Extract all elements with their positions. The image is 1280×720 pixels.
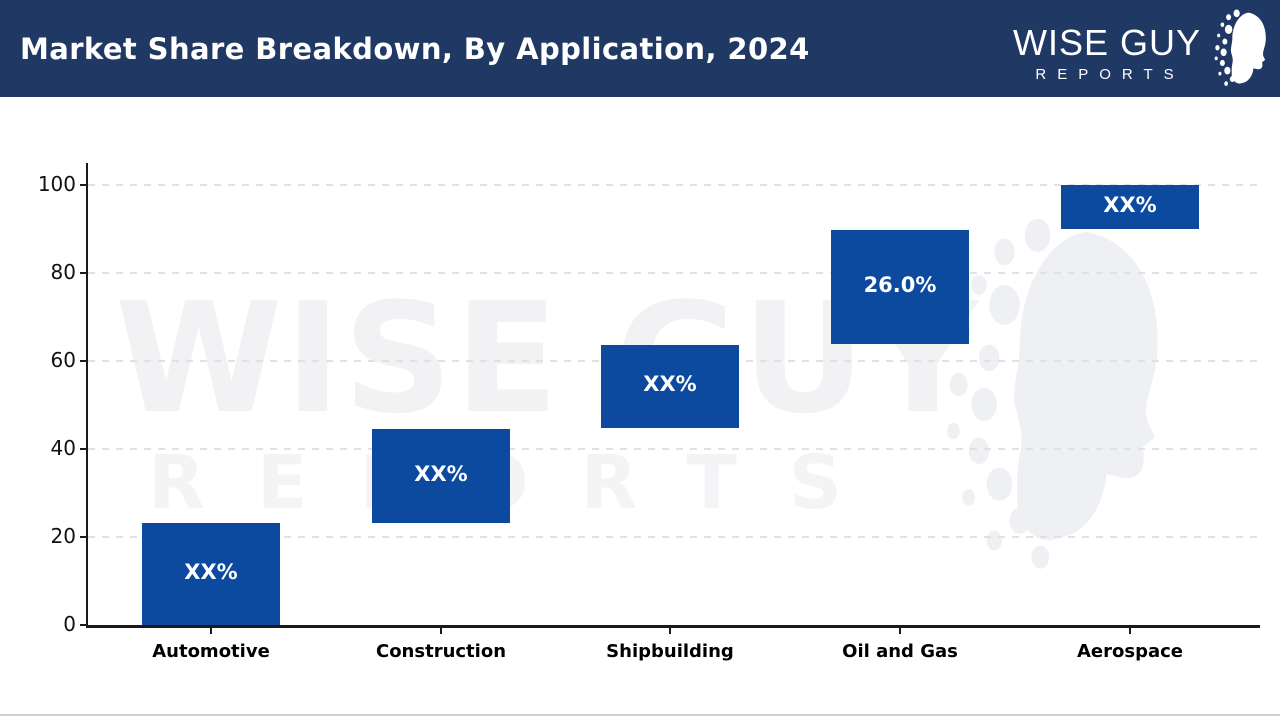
bar-value-label: 26.0% (863, 272, 937, 297)
y-tick-label-60: 60 (50, 348, 76, 372)
gridline-40 (88, 448, 1260, 450)
x-tick-label-3: Oil and Gas (842, 641, 958, 662)
gridline-100 (88, 184, 1260, 186)
x-tick-label-0: Automotive (152, 641, 270, 662)
y-tick-mark-0 (80, 624, 88, 626)
brand-logo-text: WISE GUY REPORTS (1007, 22, 1207, 83)
bar-value-label: XX% (643, 372, 697, 397)
footer-divider (0, 714, 1280, 716)
brand-logo-face-icon (1214, 9, 1266, 86)
bar-value-label: XX% (184, 559, 238, 584)
chart-title: Market Share Breakdown, By Application, … (20, 31, 810, 66)
waterfall-chart: 0 20 40 60 80 100 XX% Automotive XX% Construction… (0, 97, 1280, 714)
header-band: Market Share Breakdown, By Application, … (0, 0, 1280, 97)
x-tick-mark-4 (1129, 627, 1131, 634)
y-tick-label-100: 100 (37, 172, 76, 196)
brand-logo-reports: REPORTS (1035, 66, 1185, 83)
y-tick-mark-100 (80, 184, 88, 186)
x-tick-label-2: Shipbuilding (606, 641, 734, 662)
y-tick-mark-80 (80, 272, 88, 274)
bar-value-label: XX% (414, 461, 468, 486)
gridline-80 (88, 272, 1260, 274)
y-tick-label-80: 80 (50, 260, 76, 284)
y-tick-label-40: 40 (50, 436, 76, 460)
bar-oil-and-gas: 26.0% (831, 229, 969, 344)
bar-automotive: XX% (142, 522, 280, 625)
gridline-20 (88, 536, 1260, 538)
x-tick-mark-2 (669, 627, 671, 634)
y-tick-label-20: 20 (50, 524, 76, 548)
bar-shipbuilding: XX% (601, 344, 739, 428)
bar-value-label: XX% (1103, 193, 1157, 218)
watermark-face-logo (947, 218, 1158, 569)
y-tick-mark-20 (80, 536, 88, 538)
y-axis-spine (86, 163, 88, 627)
bar-aerospace: XX% (1061, 185, 1199, 230)
y-tick-label-0: 0 (63, 612, 76, 636)
x-tick-mark-3 (899, 627, 901, 634)
y-tick-mark-60 (80, 360, 88, 362)
x-tick-label-1: Construction (375, 641, 507, 662)
x-axis-spine (86, 625, 1260, 628)
x-tick-mark-0 (210, 627, 212, 634)
brand-logo: WISE GUY REPORTS (1007, 6, 1272, 94)
y-tick-mark-40 (80, 448, 88, 450)
x-tick-mark-1 (440, 627, 442, 634)
bar-construction: XX% (372, 428, 510, 523)
brand-logo-wise-guy: WISE GUY (1012, 22, 1202, 63)
x-tick-label-4: Aerospace (1076, 641, 1183, 662)
